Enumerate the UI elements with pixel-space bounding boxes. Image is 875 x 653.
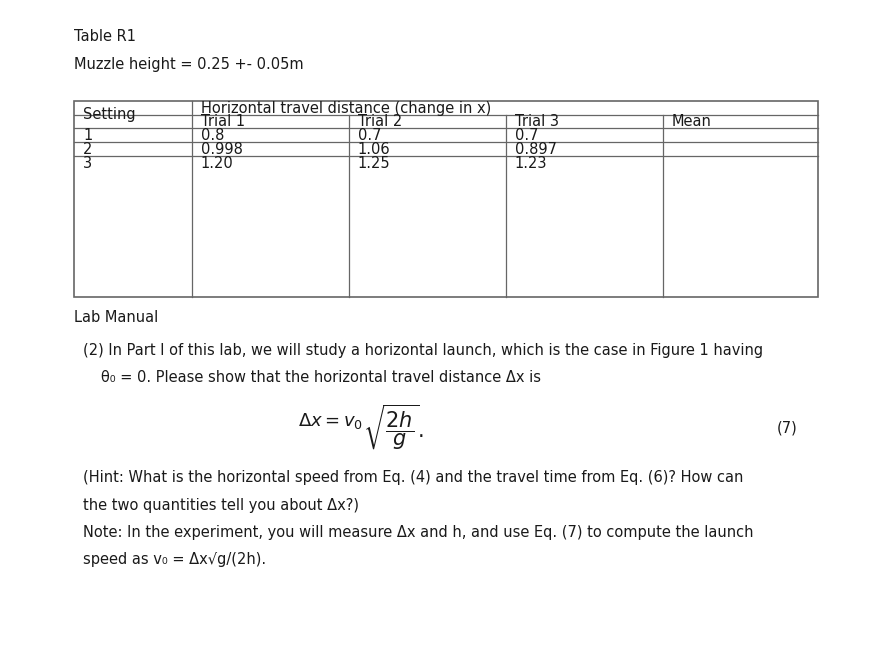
Text: 1: 1 — [83, 127, 93, 142]
Text: Table R1: Table R1 — [74, 29, 136, 44]
Text: θ₀ = 0. Please show that the horizontal travel distance Δx is: θ₀ = 0. Please show that the horizontal … — [101, 370, 541, 385]
Text: Note: In the experiment, you will measure Δx and h, and use Eq. (7) to compute t: Note: In the experiment, you will measur… — [83, 525, 753, 540]
Text: Lab Manual: Lab Manual — [74, 310, 158, 325]
Text: (2) In Part I of this lab, we will study a horizontal launch, which is the case : (2) In Part I of this lab, we will study… — [83, 343, 763, 358]
Text: Trial 2: Trial 2 — [358, 114, 402, 129]
Text: 1.20: 1.20 — [200, 156, 234, 171]
Text: the two quantities tell you about Δx?): the two quantities tell you about Δx?) — [83, 498, 359, 513]
Text: 0.7: 0.7 — [358, 127, 382, 142]
Text: Trial 3: Trial 3 — [514, 114, 558, 129]
Text: 3: 3 — [83, 156, 92, 171]
Text: Muzzle height = 0.25 +- 0.05m: Muzzle height = 0.25 +- 0.05m — [74, 57, 304, 72]
Text: 1.06: 1.06 — [358, 142, 390, 157]
Text: Horizontal travel distance (change in x): Horizontal travel distance (change in x) — [200, 101, 491, 116]
Text: Trial 1: Trial 1 — [200, 114, 245, 129]
Text: 0.8: 0.8 — [200, 127, 224, 142]
Text: 1.25: 1.25 — [358, 156, 390, 171]
Text: Setting: Setting — [83, 107, 136, 122]
Text: $\sqrt{\dfrac{2h}{g}}.$: $\sqrt{\dfrac{2h}{g}}.$ — [363, 403, 424, 453]
Text: speed as v₀ = Δx√g/(2h).: speed as v₀ = Δx√g/(2h). — [83, 552, 266, 567]
Text: $\Delta x = v_0$: $\Delta x = v_0$ — [298, 411, 363, 431]
Text: (7): (7) — [777, 421, 798, 435]
Text: 0.7: 0.7 — [514, 127, 538, 142]
Text: 1.23: 1.23 — [514, 156, 547, 171]
Text: 2: 2 — [83, 142, 93, 157]
Text: 0.998: 0.998 — [200, 142, 242, 157]
Text: (Hint: What is the horizontal speed from Eq. (4) and the travel time from Eq. (6: (Hint: What is the horizontal speed from… — [83, 470, 744, 485]
Text: Mean: Mean — [671, 114, 711, 129]
Text: 0.897: 0.897 — [514, 142, 556, 157]
